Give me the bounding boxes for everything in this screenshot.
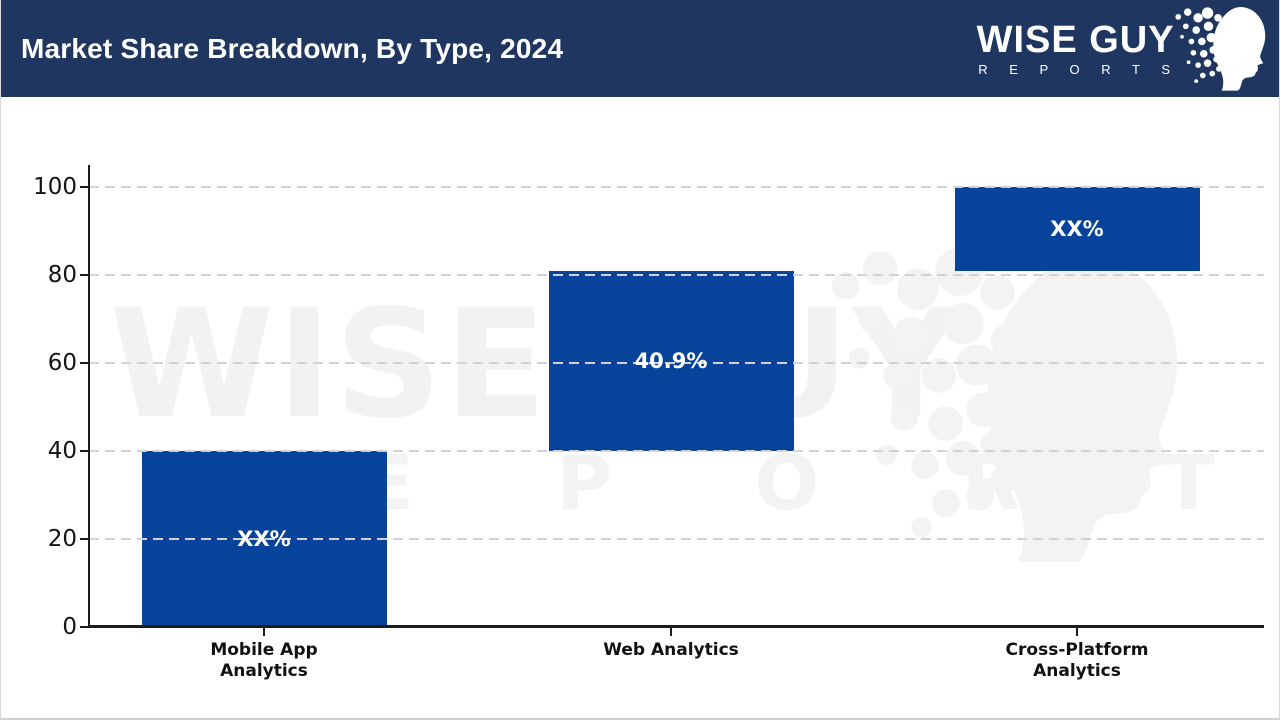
logo-text: WISE GUY R E P O R T S: [972, 21, 1179, 77]
y-tick-label-80: 80: [47, 262, 77, 288]
logo-subtitle: R E P O R T S: [978, 61, 1179, 77]
y-tick-label-60: 60: [47, 350, 77, 376]
y-tick-label-0: 0: [62, 614, 77, 640]
bar-segment: [548, 271, 794, 451]
y-tick-label-100: 100: [33, 174, 77, 200]
wise-guy-logo: WISE GUY R E P O R T S: [972, 3, 1279, 95]
y-tick-0: [80, 626, 88, 628]
category-label: Web Analytics: [551, 640, 791, 661]
watermark-wordmark: WISE GUY: [109, 278, 963, 452]
gridline-80: [89, 274, 1264, 276]
x-tick: [670, 628, 672, 636]
category-label-line: Mobile App: [210, 640, 318, 660]
category-label: Cross-Platform Analytics: [957, 640, 1197, 682]
y-tick-100: [80, 186, 88, 188]
category-label-line: Web Analytics: [603, 640, 739, 660]
logo-face-icon: [1175, 6, 1266, 91]
category-label-line: Cross-Platform: [1005, 640, 1149, 660]
page-title: Market Share Breakdown, By Type, 2024: [21, 32, 564, 64]
bar-value-label: XX%: [237, 527, 291, 551]
category-label-line: Analytics: [1033, 661, 1121, 681]
bar-value-label: XX%: [1050, 217, 1104, 242]
gridline-20: [89, 538, 1264, 540]
y-tick-label-20: 20: [47, 526, 77, 552]
x-axis-line: [88, 625, 1264, 628]
y-axis-line: [88, 165, 90, 627]
category-label: Mobile App Analytics: [144, 640, 384, 682]
gridline-100: [89, 186, 1264, 188]
y-tick-80: [80, 274, 88, 276]
watermark-face-icon: [831, 247, 1178, 562]
x-tick: [1076, 628, 1078, 636]
y-tick-20: [80, 538, 88, 540]
y-tick-60: [80, 362, 88, 364]
logo-wordmark: WISE GUY: [976, 18, 1175, 61]
y-tick-label-40: 40: [47, 438, 77, 464]
bar-value-label: 40.9%: [634, 349, 708, 374]
gridline-60: [89, 362, 1264, 364]
chart-area: WISE GUY R E P O R T S 020406080100XX%Mo…: [1, 97, 1279, 718]
x-tick: [263, 628, 265, 636]
y-tick-40: [80, 450, 88, 452]
category-label-line: Analytics: [220, 661, 308, 681]
header-bar: Market Share Breakdown, By Type, 2024 WI…: [1, 0, 1279, 97]
gridline-40: [89, 450, 1264, 452]
bar-segment: [954, 187, 1200, 272]
